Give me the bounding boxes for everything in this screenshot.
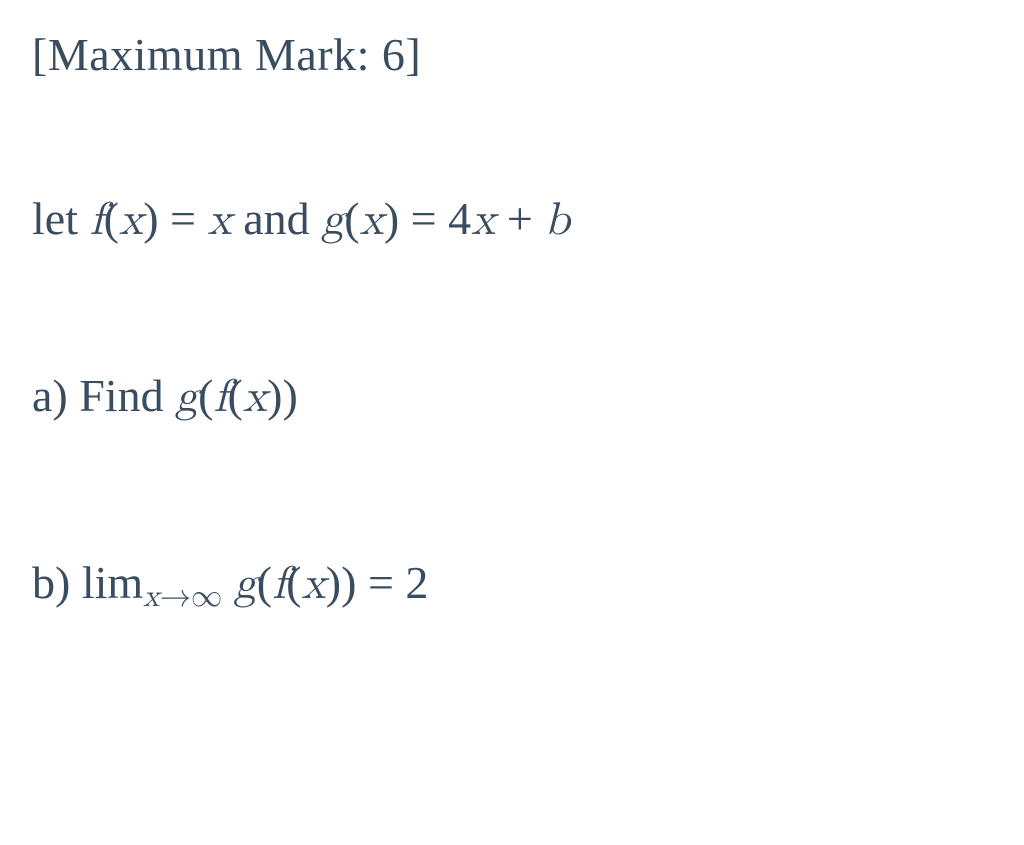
open-paren-inner-a: ( bbox=[228, 370, 243, 421]
g-symbol: g bbox=[321, 197, 344, 243]
heading-line: [Maximum Mark: 6] bbox=[32, 28, 992, 81]
g-a: g bbox=[175, 374, 198, 420]
part-b-line: b) limx→∞ g(f(x)) = 2 bbox=[32, 555, 992, 616]
x-b: x bbox=[301, 561, 325, 607]
equals-2: = bbox=[399, 193, 448, 244]
close-paren-outer-b: ) bbox=[341, 557, 356, 608]
find-word: Find bbox=[79, 370, 175, 421]
let-word: let bbox=[32, 193, 89, 244]
close-bracket: ] bbox=[405, 29, 421, 80]
equals-b: = bbox=[356, 557, 405, 608]
close-paren-outer-a: ) bbox=[282, 370, 297, 421]
coef-4: 4 bbox=[448, 193, 471, 244]
g-b: g bbox=[234, 561, 257, 607]
x-rhs: x bbox=[207, 197, 231, 243]
open-paren-1: ( bbox=[104, 193, 119, 244]
open-bracket: [ bbox=[32, 29, 48, 80]
f-a: f bbox=[213, 374, 227, 420]
x-var-2: x bbox=[360, 197, 384, 243]
equals-1: = bbox=[159, 193, 208, 244]
open-paren-outer-a: ( bbox=[198, 370, 213, 421]
part-b-label: b) bbox=[32, 557, 82, 608]
value-2: 2 bbox=[405, 557, 428, 608]
heading-label: Maximum Mark: bbox=[48, 29, 382, 80]
heading-value: 6 bbox=[382, 29, 406, 80]
x-a: x bbox=[243, 374, 267, 420]
close-paren-inner-b: ) bbox=[326, 557, 341, 608]
close-paren-1: ) bbox=[143, 193, 158, 244]
part-a-line: a) Find g(f(x)) bbox=[32, 368, 992, 425]
close-paren-inner-a: ) bbox=[267, 370, 282, 421]
part-a-label: a) bbox=[32, 370, 79, 421]
x-var-1: x bbox=[119, 197, 143, 243]
open-paren-outer-b: ( bbox=[257, 557, 272, 608]
f-b: f bbox=[272, 561, 286, 607]
space-b bbox=[222, 557, 234, 608]
x-var-3: x bbox=[471, 197, 495, 243]
sub-arrow: → bbox=[160, 582, 191, 613]
open-paren-2: ( bbox=[344, 193, 359, 244]
lim-sub: x→∞ bbox=[143, 582, 222, 613]
open-paren-inner-b: ( bbox=[286, 557, 301, 608]
function-definitions: let f(x) = x and g(x) = 4x + b bbox=[32, 191, 992, 248]
page-content: [Maximum Mark: 6] let f(x) = x and g(x) … bbox=[0, 0, 1024, 645]
and-word: and bbox=[232, 193, 321, 244]
sub-x: x bbox=[143, 582, 160, 613]
close-paren-2: ) bbox=[384, 193, 399, 244]
f-symbol: f bbox=[89, 197, 103, 243]
plus-sign: + bbox=[495, 193, 544, 244]
sub-inf: ∞ bbox=[191, 582, 222, 613]
lim-text: lim bbox=[82, 557, 143, 608]
b-var: b bbox=[544, 197, 570, 243]
